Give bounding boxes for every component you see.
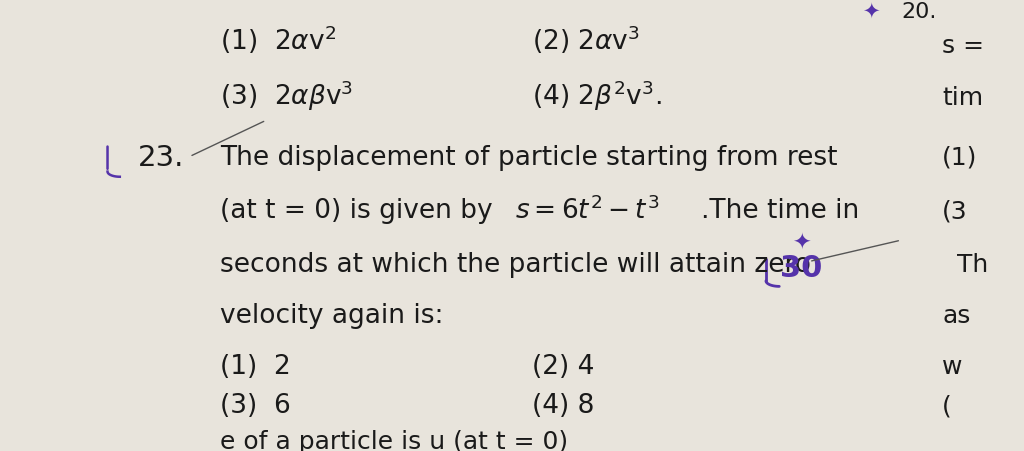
Text: ✦: ✦ xyxy=(861,2,880,22)
Text: (3)  2$\alpha\beta$v$^3$: (3) 2$\alpha\beta$v$^3$ xyxy=(220,78,353,112)
Text: Th: Th xyxy=(957,252,989,276)
Text: e of a particle is u (at t = 0): e of a particle is u (at t = 0) xyxy=(220,429,568,451)
Text: (3)  6: (3) 6 xyxy=(220,392,291,418)
Text: s =: s = xyxy=(942,34,984,58)
Text: seconds at which the particle will attain zero: seconds at which the particle will attai… xyxy=(220,251,811,277)
Text: (4) 2$\beta^2$v$^3$.: (4) 2$\beta^2$v$^3$. xyxy=(532,78,663,112)
Text: velocity again is:: velocity again is: xyxy=(220,303,443,328)
Text: (3: (3 xyxy=(942,199,968,223)
Text: 23.: 23. xyxy=(138,143,184,171)
Text: 30: 30 xyxy=(780,254,822,283)
Text: (4) 8: (4) 8 xyxy=(532,392,595,418)
Text: (: ( xyxy=(942,393,952,417)
Text: (2) 4: (2) 4 xyxy=(532,354,595,380)
Text: 20.: 20. xyxy=(901,2,937,22)
Text: .The time in: .The time in xyxy=(701,198,860,224)
Text: (1): (1) xyxy=(942,145,978,169)
Text: (1)  2: (1) 2 xyxy=(220,354,291,380)
Text: $s=6t^2-t^3$: $s=6t^2-t^3$ xyxy=(515,197,659,225)
Text: (at t = 0) is given by: (at t = 0) is given by xyxy=(220,198,501,224)
Text: tim: tim xyxy=(942,86,983,110)
Text: ✦: ✦ xyxy=(793,233,811,253)
Text: w: w xyxy=(942,354,963,379)
Text: as: as xyxy=(942,304,971,327)
Text: (2) 2$\alpha$v$^3$: (2) 2$\alpha$v$^3$ xyxy=(532,23,640,56)
Text: (1)  2$\alpha$v$^2$: (1) 2$\alpha$v$^2$ xyxy=(220,23,336,56)
Text: The displacement of particle starting from rest: The displacement of particle starting fr… xyxy=(220,144,838,170)
